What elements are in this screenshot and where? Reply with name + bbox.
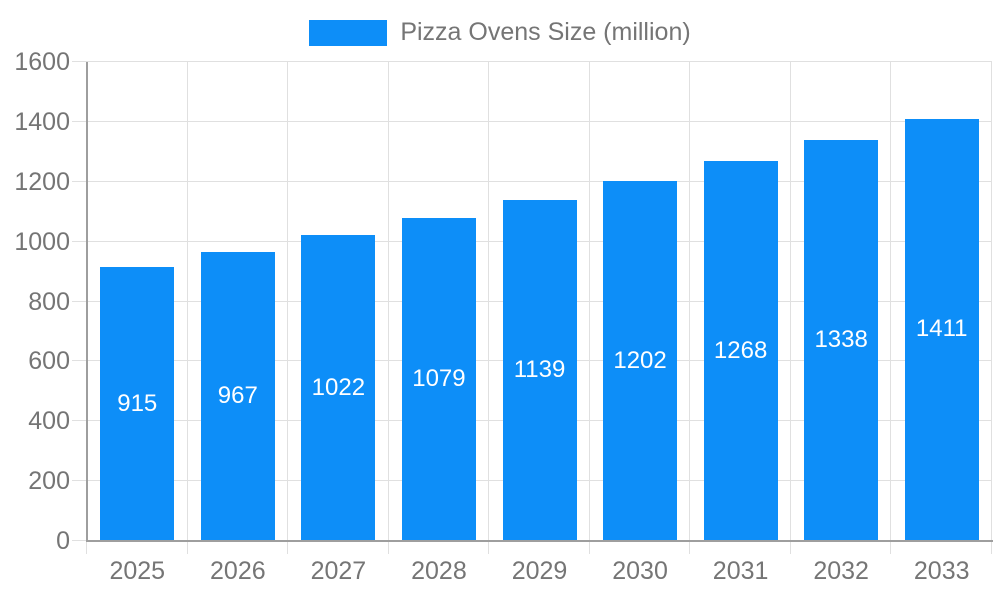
y-axis-label: 1200 xyxy=(14,167,70,196)
x-axis-tick-mark xyxy=(387,541,389,554)
x-axis-tick-mark xyxy=(186,541,188,554)
legend-label: Pizza Ovens Size (million) xyxy=(400,18,691,46)
y-axis-tick-mark xyxy=(72,480,87,482)
bar[interactable]: 967 xyxy=(200,251,275,540)
bar[interactable]: 1139 xyxy=(502,200,577,540)
bar-value-label: 1338 xyxy=(814,326,868,354)
x-axis-tick-mark xyxy=(689,541,691,554)
y-axis-tick-mark xyxy=(72,120,87,122)
y-axis-label: 600 xyxy=(28,347,70,376)
bar-value-label: 1079 xyxy=(412,364,466,392)
x-axis-label: 2029 xyxy=(511,557,568,585)
y-axis-label: 1400 xyxy=(14,107,70,136)
x-axis-label: 2033 xyxy=(913,557,970,585)
bar[interactable]: 915 xyxy=(100,267,175,540)
y-axis-tick-mark xyxy=(72,540,87,541)
x-axis-label: 2031 xyxy=(712,557,769,585)
bar[interactable]: 1268 xyxy=(703,161,778,540)
bar-value-label: 1202 xyxy=(613,346,667,374)
gridline-vertical xyxy=(991,62,992,541)
gridline-vertical xyxy=(588,62,590,541)
gridline-horizontal xyxy=(87,120,992,122)
bar-value-label: 1022 xyxy=(311,373,366,401)
bar-value-label: 1268 xyxy=(713,336,768,364)
chart-legend[interactable]: Pizza Ovens Size (million) xyxy=(0,18,1000,47)
y-axis-label: 400 xyxy=(28,407,70,436)
x-axis-tick-mark xyxy=(991,541,992,554)
y-axis-tick-mark xyxy=(72,300,87,302)
bar[interactable]: 1079 xyxy=(401,217,476,540)
x-axis-line xyxy=(86,540,993,542)
gridline-vertical xyxy=(186,62,188,541)
gridline-vertical xyxy=(488,62,490,541)
x-axis-tick-mark xyxy=(287,541,289,554)
y-axis-label: 0 xyxy=(56,527,70,555)
gridline-vertical xyxy=(287,62,289,541)
legend-swatch-icon xyxy=(309,19,388,46)
gridline-horizontal xyxy=(87,61,992,62)
x-axis-label: 2030 xyxy=(612,557,668,585)
y-axis-tick-mark xyxy=(72,420,87,422)
x-axis-label: 2027 xyxy=(310,557,367,585)
y-axis-label: 1600 xyxy=(14,48,70,76)
gridline-vertical xyxy=(890,62,892,541)
gridline-vertical xyxy=(387,62,389,541)
bar[interactable]: 1338 xyxy=(804,140,879,540)
x-axis-tick-mark xyxy=(588,541,590,554)
bar-value-label: 1411 xyxy=(915,315,968,343)
y-axis-tick-mark xyxy=(72,360,87,362)
bar[interactable]: 1411 xyxy=(904,118,979,540)
bar-value-label: 967 xyxy=(217,381,258,409)
bar[interactable]: 1202 xyxy=(603,181,678,540)
y-axis-tick-mark xyxy=(72,240,87,242)
x-axis-label: 2028 xyxy=(411,557,467,585)
y-axis-tick-mark xyxy=(72,61,87,62)
gridline-horizontal xyxy=(87,180,992,182)
x-axis-tick-mark xyxy=(890,541,892,554)
y-axis-label: 1000 xyxy=(14,227,70,256)
x-axis-label: 2032 xyxy=(813,557,869,585)
bar-value-label: 915 xyxy=(117,389,158,417)
y-axis-line xyxy=(86,62,88,541)
x-axis-tick-mark xyxy=(86,541,87,554)
x-axis-tick-mark xyxy=(488,541,490,554)
gridline-vertical xyxy=(689,62,691,541)
gridline-vertical xyxy=(789,62,791,541)
y-axis-tick-mark xyxy=(72,180,87,182)
bar-value-label: 1139 xyxy=(513,355,566,383)
y-axis-label: 200 xyxy=(28,467,70,496)
x-axis-tick-mark xyxy=(789,541,791,554)
bar[interactable]: 1022 xyxy=(301,235,376,540)
x-axis-label: 2026 xyxy=(210,557,266,585)
y-axis-label: 800 xyxy=(28,287,70,316)
x-axis-label: 2025 xyxy=(109,557,166,585)
